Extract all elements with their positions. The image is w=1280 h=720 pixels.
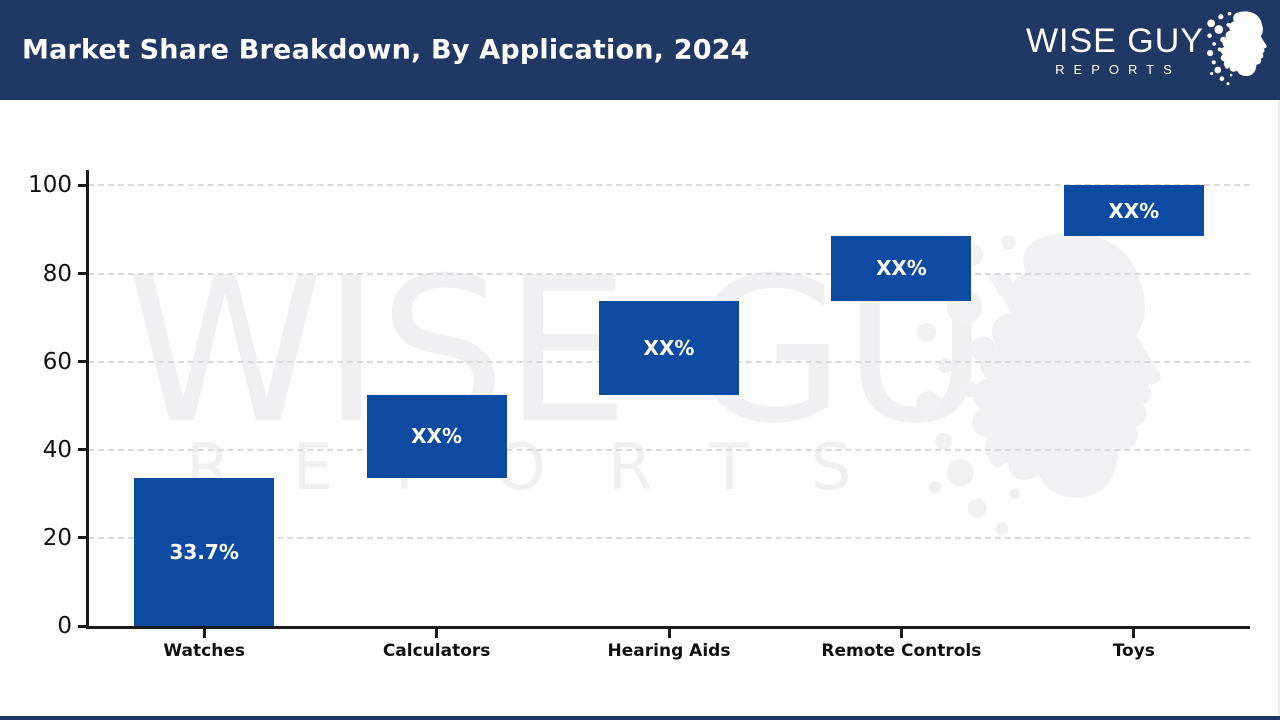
bar-segment-remote-controls: XX% (831, 235, 972, 302)
y-tick-mark-60 (78, 360, 88, 364)
category-label-toys: Toys (1112, 641, 1155, 661)
gridline-20 (88, 536, 1250, 539)
y-tick-label-40: 40 (42, 436, 72, 463)
bar-segment-hearing-aids: XX% (599, 301, 739, 395)
logo-wordmark-line1: WISE GUY (1025, 21, 1204, 60)
bar-segment-watches: 33.7% (134, 477, 275, 626)
y-axis-line (85, 170, 89, 629)
y-tick-label-0: 0 (57, 613, 72, 639)
category-label-calculators: Calculators (382, 641, 491, 661)
y-tick-label-80: 80 (42, 260, 72, 287)
y-tick-mark-40 (78, 448, 88, 452)
logo-wordmark-line2: REPORTS (1055, 61, 1181, 77)
y-tick-mark-80 (78, 272, 88, 276)
y-tick-label-60: 60 (42, 348, 72, 375)
footer-bar (0, 716, 1280, 720)
header: Market Share Breakdown, By Application, … (0, 0, 1280, 100)
y-tick-mark-0 (78, 624, 88, 628)
category-label-hearing-aids: Hearing Aids (607, 641, 731, 661)
bar-value-label: XX% (411, 424, 463, 449)
logo-face-icon (1207, 11, 1267, 86)
bar-value-label: XX% (643, 335, 695, 360)
waterfall-chart: 33.7% XX% XX% XX% XX% 0 20 40 60 80 100 Watches Calc… (0, 100, 1278, 716)
logo-wordmark: WISE GUY REPORTS (1026, 24, 1204, 77)
gridline-40 (88, 448, 1250, 451)
gridline-100 (88, 184, 1250, 187)
bar-segment-calculators: XX% (366, 394, 507, 478)
x-tick-mark-1 (202, 629, 206, 638)
y-tick-mark-20 (78, 536, 88, 540)
bar-value-label: 33.7% (169, 539, 239, 564)
bar-segment-toys: XX% (1063, 185, 1204, 236)
category-label-watches: Watches (163, 641, 245, 661)
wise-guy-logo: WISE GUY REPORTS (1026, 9, 1270, 91)
chart-title: Market Share Breakdown, By Application, … (22, 34, 750, 66)
bar-value-label: XX% (1108, 198, 1160, 223)
y-tick-mark-100 (78, 183, 88, 187)
x-tick-mark-5 (1132, 629, 1136, 638)
y-tick-label-20: 20 (42, 524, 72, 551)
chart-area: WISE GUY REPORTS 33.7% XX% XX% XX% XX% 0 20 40 6… (0, 100, 1280, 716)
y-tick-label-100: 100 (28, 172, 72, 199)
x-axis-line (85, 626, 1250, 629)
x-tick-mark-3 (667, 629, 671, 638)
category-label-remote-controls: Remote Controls (821, 641, 982, 661)
x-tick-mark-2 (435, 629, 439, 638)
x-tick-mark-4 (899, 629, 903, 638)
bar-value-label: XX% (875, 256, 927, 281)
gridline-80 (88, 272, 1250, 275)
